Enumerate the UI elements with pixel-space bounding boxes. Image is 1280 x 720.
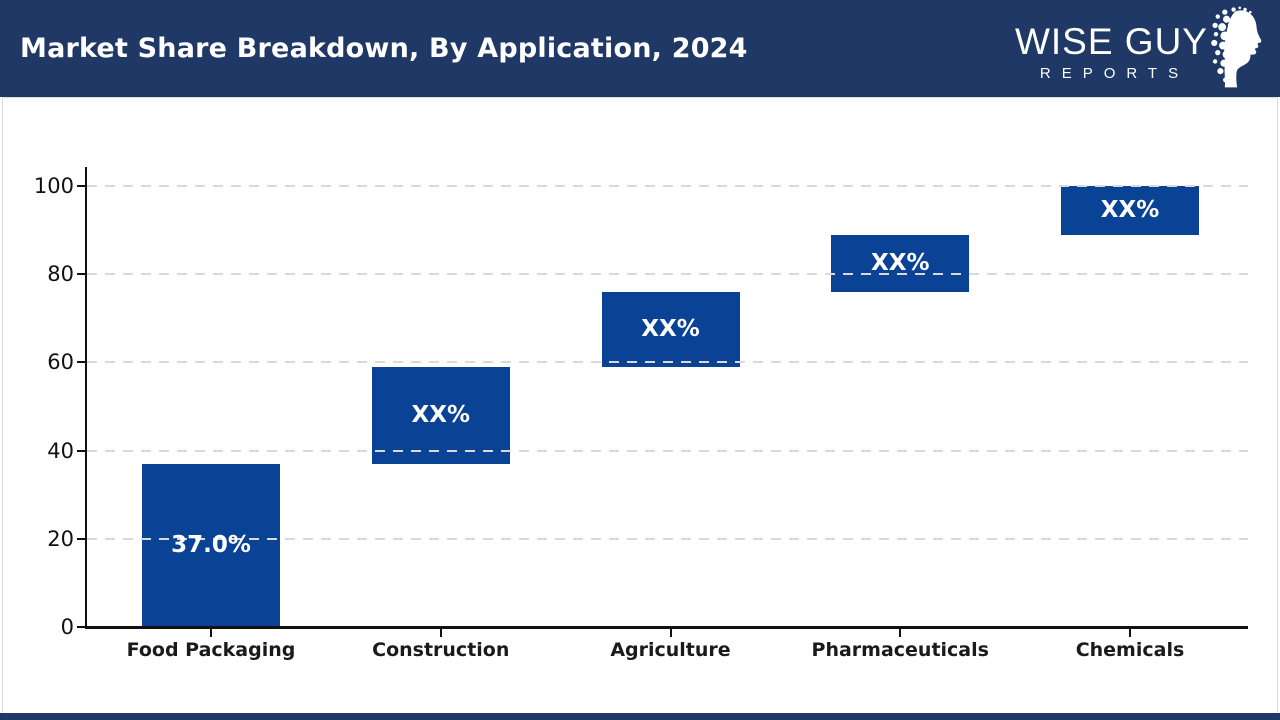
gridline (87, 537, 1248, 540)
x-axis-spine (85, 626, 1248, 629)
bar (371, 366, 510, 464)
gridline (87, 361, 1248, 364)
y-tick-label: 40 (47, 438, 74, 463)
y-tick-label: 80 (47, 262, 74, 287)
bar-value-label: XX% (1100, 197, 1160, 224)
y-tick (77, 449, 86, 452)
bar-value-label: 37.0% (171, 532, 251, 559)
brand-logo: WISE GUY REPORTS (1015, 6, 1266, 94)
x-tick (439, 629, 442, 637)
wiseguy-wordmark: WISE GUY (1014, 21, 1208, 62)
gridline (87, 185, 1248, 187)
gridline (87, 273, 1248, 276)
x-tick (1129, 629, 1131, 637)
footer-bar (0, 713, 1280, 720)
wiseguy-face-icon (1210, 6, 1266, 94)
bar (1061, 186, 1199, 235)
y-tick (77, 626, 86, 628)
x-category-label: Pharmaceuticals (811, 639, 989, 661)
page-title: Market Share Breakdown, By Application, … (20, 33, 748, 64)
brand-wordmark: WISE GUY REPORTS (1014, 21, 1208, 83)
y-axis-spine (85, 167, 87, 629)
y-tick-label: 60 (47, 350, 74, 375)
y-tick-label: 0 (60, 615, 74, 639)
x-category-label: Chemicals (1075, 639, 1185, 661)
bar (831, 234, 970, 292)
bar-value-label: XX% (870, 250, 930, 277)
bar-value-label: XX% (411, 402, 470, 429)
bar-value-label: XX% (641, 316, 700, 343)
y-tick-label: 20 (47, 526, 74, 551)
y-tick (77, 273, 86, 276)
x-category-label: Food Packaging (126, 639, 296, 661)
x-category-label: Agriculture (610, 639, 731, 661)
x-tick (899, 629, 902, 637)
x-category-label: Construction (372, 639, 510, 661)
header-bar: Market Share Breakdown, By Application, … (0, 0, 1280, 97)
wiseguy-reports-label: REPORTS (1039, 65, 1190, 82)
x-tick (210, 629, 212, 637)
y-tick (77, 361, 86, 364)
gridline (87, 449, 1248, 452)
y-tick-label: 100 (33, 174, 74, 198)
y-tick (77, 537, 86, 540)
bar (601, 291, 740, 367)
bar (142, 463, 280, 627)
y-tick (77, 185, 86, 187)
x-tick (669, 629, 672, 637)
